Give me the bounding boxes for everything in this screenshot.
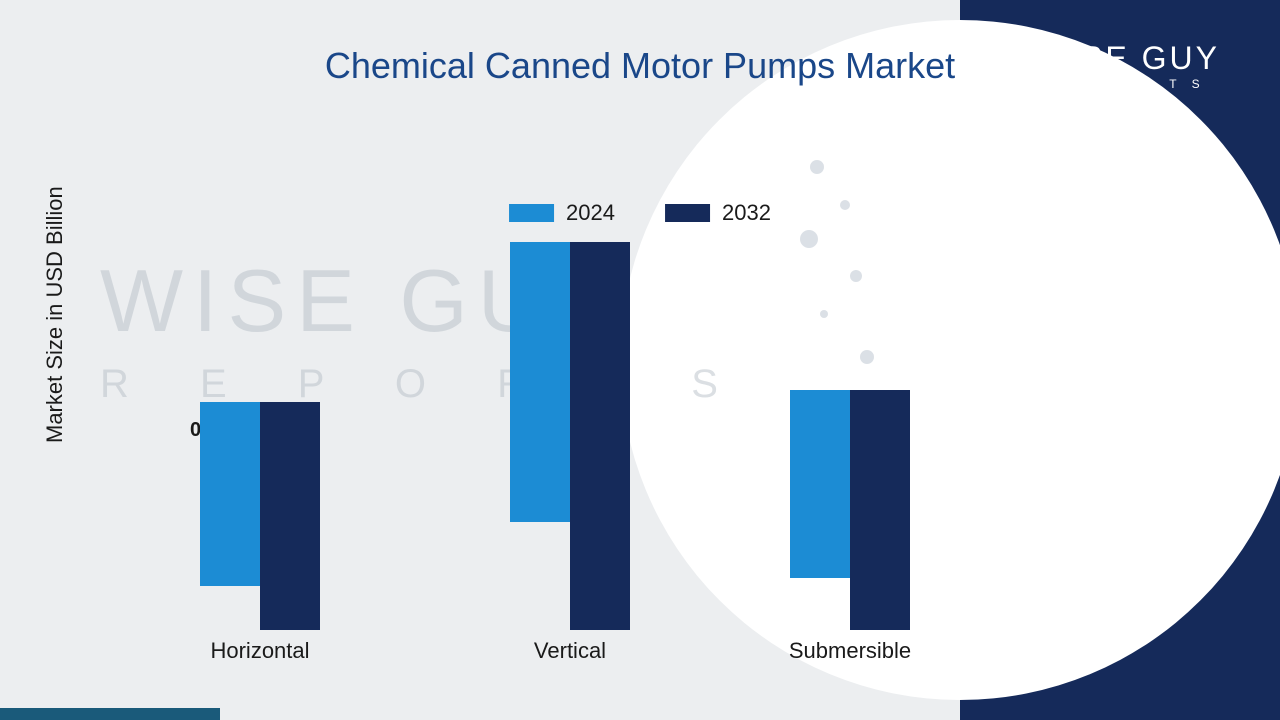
legend-label-2032: 2032 bbox=[722, 200, 771, 226]
logo-main: WISE GUY bbox=[1036, 40, 1220, 77]
logo-sub: R E P O R T S bbox=[1036, 77, 1220, 91]
legend-swatch-2032 bbox=[665, 204, 710, 222]
x-axis-label: Vertical bbox=[534, 638, 606, 664]
bar-group bbox=[200, 402, 320, 630]
x-axis-label: Horizontal bbox=[210, 638, 309, 664]
bar bbox=[260, 402, 320, 630]
y-axis-label: Market Size in USD Billion bbox=[42, 186, 68, 443]
bar-plot: 0.46 bbox=[100, 230, 940, 630]
x-axis-label: Submersible bbox=[789, 638, 911, 664]
bar bbox=[570, 242, 630, 630]
x-axis-labels: Horizontal Vertical Submersible bbox=[100, 638, 940, 668]
bar-group bbox=[790, 390, 910, 630]
bar bbox=[850, 390, 910, 630]
bar-group bbox=[510, 242, 630, 630]
bottom-accent-bar bbox=[0, 708, 220, 720]
legend-swatch-2024 bbox=[509, 204, 554, 222]
legend-item-2032: 2032 bbox=[665, 200, 771, 226]
legend-label-2024: 2024 bbox=[566, 200, 615, 226]
chart-legend: 2024 2032 bbox=[509, 200, 771, 226]
chart-title: Chemical Canned Motor Pumps Market bbox=[325, 45, 955, 87]
bar bbox=[510, 242, 570, 522]
bar bbox=[200, 402, 260, 586]
bar bbox=[790, 390, 850, 578]
brand-logo: WISE GUY R E P O R T S bbox=[1036, 40, 1220, 91]
legend-item-2024: 2024 bbox=[509, 200, 615, 226]
